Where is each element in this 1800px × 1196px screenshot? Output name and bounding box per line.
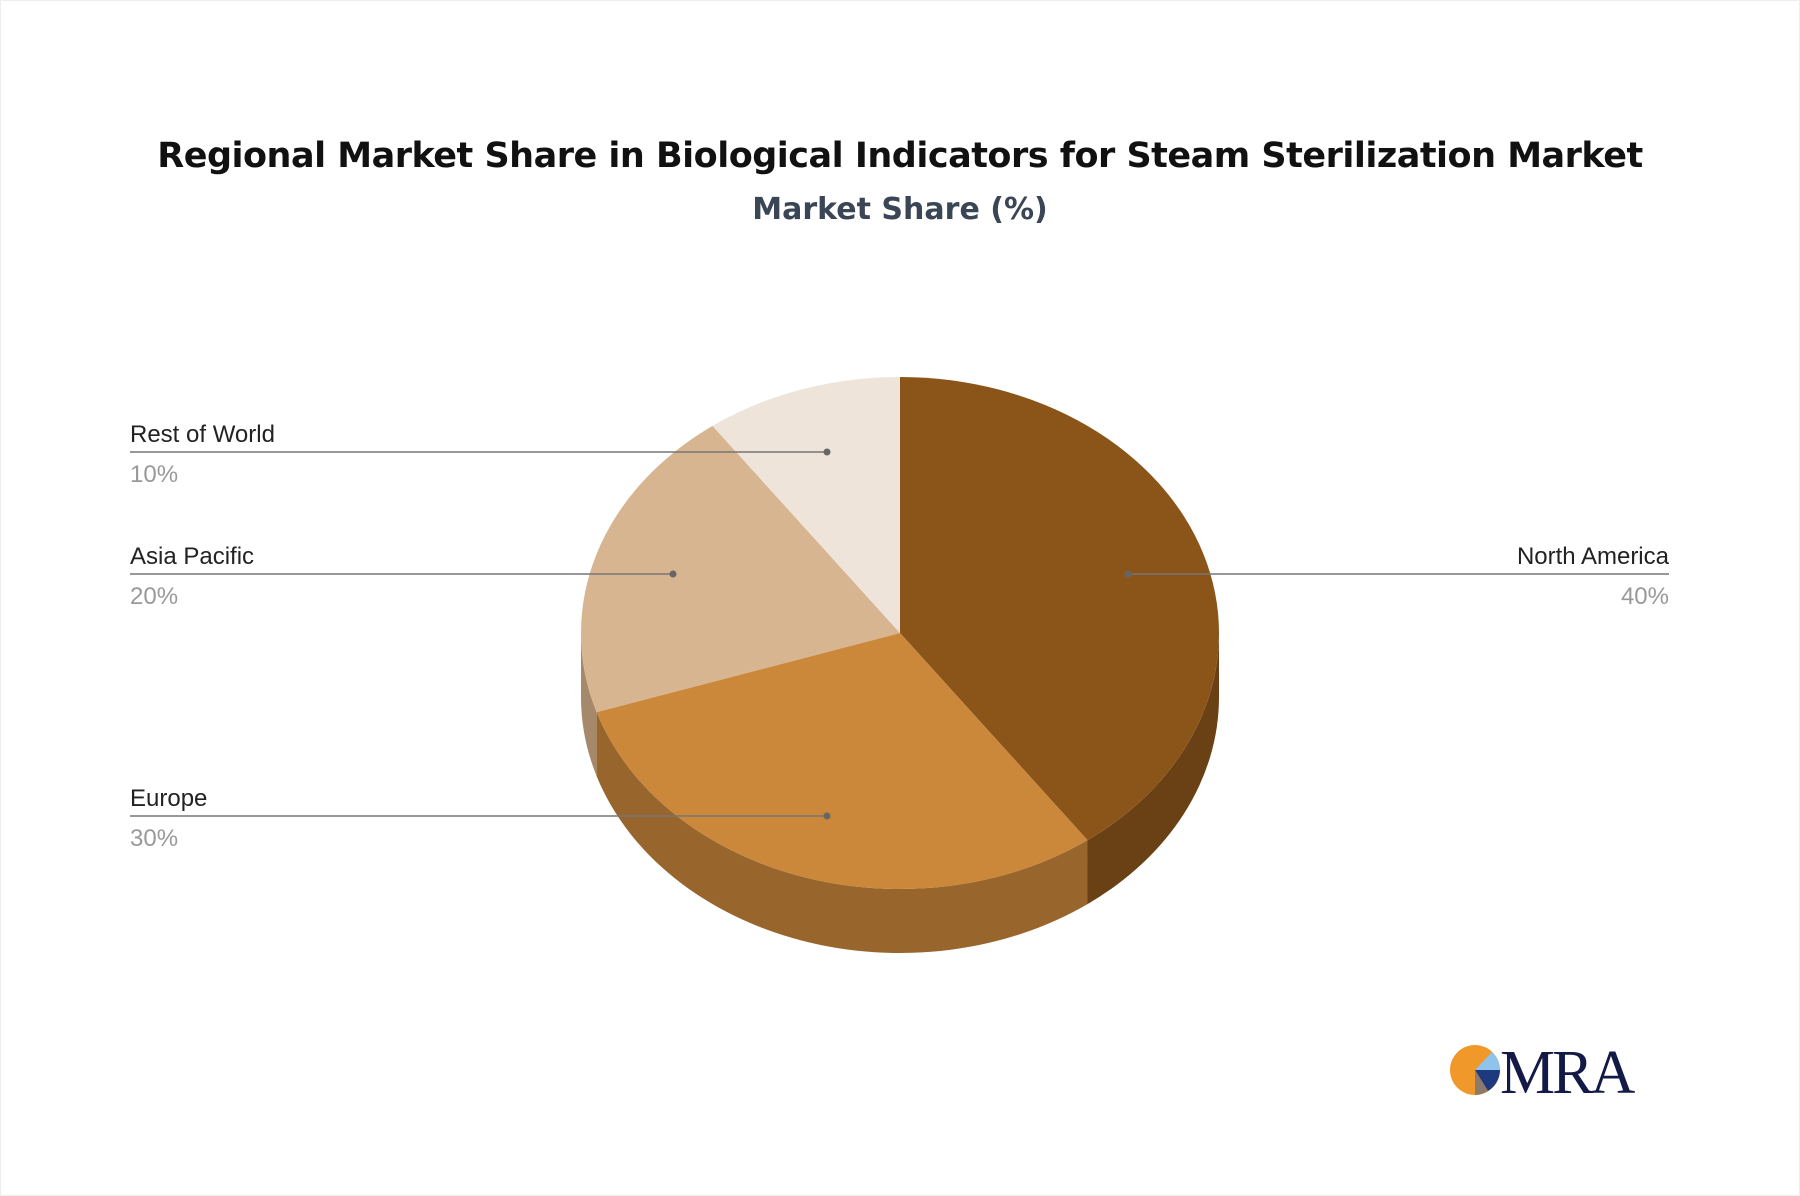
value-label-north-america: 40% xyxy=(1621,583,1669,610)
label-rest-of-world: Rest of World xyxy=(130,421,275,448)
pie-slice-north-america xyxy=(900,377,1219,841)
pie-slice-rest-of-world xyxy=(712,377,900,633)
value-label-asia-pacific: 20% xyxy=(130,583,178,610)
value-label-rest-of-world: 10% xyxy=(130,461,178,488)
svg-text:MRA: MRA xyxy=(1500,1040,1635,1100)
pie-side-0 xyxy=(1087,633,1219,905)
pie-side-1 xyxy=(596,712,1088,953)
label-europe: Europe xyxy=(130,785,207,812)
leader-dot-rest-of-world xyxy=(823,448,831,456)
pie-slice-europe xyxy=(596,633,1088,889)
leader-dot-europe xyxy=(823,812,831,820)
label-asia-pacific: Asia Pacific xyxy=(130,543,254,570)
mra-logo: MRA xyxy=(1450,1040,1638,1100)
pie-slice-asia-pacific xyxy=(581,425,900,713)
value-label-europe: 30% xyxy=(130,825,178,852)
leader-dot-north-america xyxy=(1124,570,1132,578)
leader-dot-asia-pacific xyxy=(669,570,677,578)
chart-subtitle: Market Share (%) xyxy=(752,192,1048,227)
chart-title: Regional Market Share in Biological Indi… xyxy=(157,136,1643,176)
pie-side-2 xyxy=(581,633,597,777)
label-north-america: North America xyxy=(1517,543,1670,570)
